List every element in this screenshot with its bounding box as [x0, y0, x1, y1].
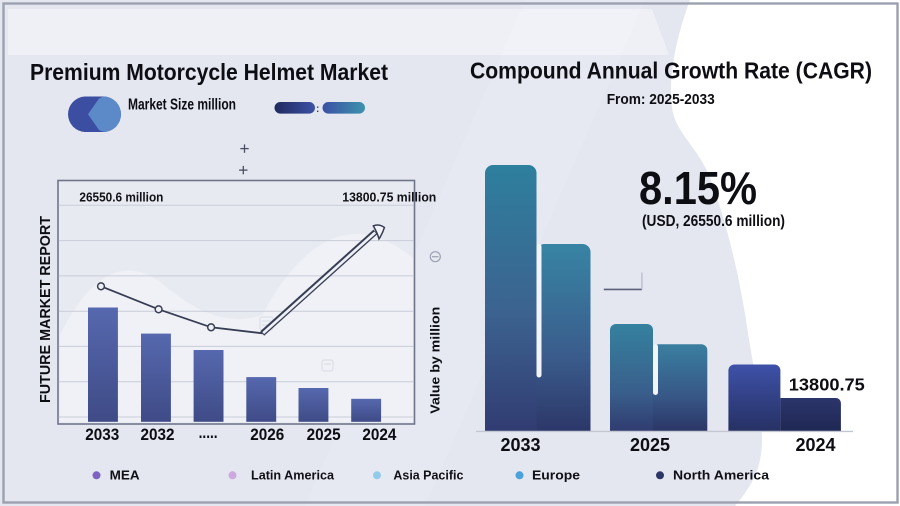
svg-text:Market Size million: Market Size million: [128, 97, 236, 114]
svg-text:26550.6 million: 26550.6 million: [79, 190, 163, 205]
svg-text:2024: 2024: [362, 425, 396, 444]
svg-text:.....: .....: [199, 423, 218, 442]
svg-text:MEA: MEA: [110, 468, 141, 483]
svg-text:From: 2025-2033: From: 2025-2033: [607, 92, 715, 108]
svg-text:Latin America: Latin America: [251, 468, 335, 483]
svg-text:Asia Pacific: Asia Pacific: [393, 468, 463, 483]
svg-text::: :: [316, 104, 319, 115]
svg-text:13800.75 million: 13800.75 million: [342, 190, 436, 205]
svg-text:Premium Motorcycle Helmet Mark: Premium Motorcycle Helmet Market: [30, 59, 388, 85]
svg-text:2025: 2025: [307, 425, 341, 444]
svg-text:2025: 2025: [630, 435, 670, 455]
svg-text:2033: 2033: [500, 435, 540, 455]
svg-text:2032: 2032: [141, 425, 175, 444]
svg-text:Value by million: Value by million: [429, 307, 443, 414]
svg-text:2033: 2033: [85, 425, 119, 444]
svg-text:Compound Annual Growth Rate (C: Compound Annual Growth Rate (CAGR): [470, 58, 872, 84]
svg-text:FUTURE MARKET REPORT: FUTURE MARKET REPORT: [37, 216, 54, 403]
svg-text:(USD, 26550.6 million): (USD, 26550.6 million): [642, 213, 785, 230]
svg-text:13800.75: 13800.75: [789, 375, 865, 395]
svg-text:2026: 2026: [250, 425, 284, 444]
svg-text:North America: North America: [673, 468, 770, 483]
svg-text:8.15%: 8.15%: [639, 162, 757, 214]
svg-text:Europe: Europe: [532, 468, 580, 483]
svg-text:2024: 2024: [795, 435, 835, 455]
